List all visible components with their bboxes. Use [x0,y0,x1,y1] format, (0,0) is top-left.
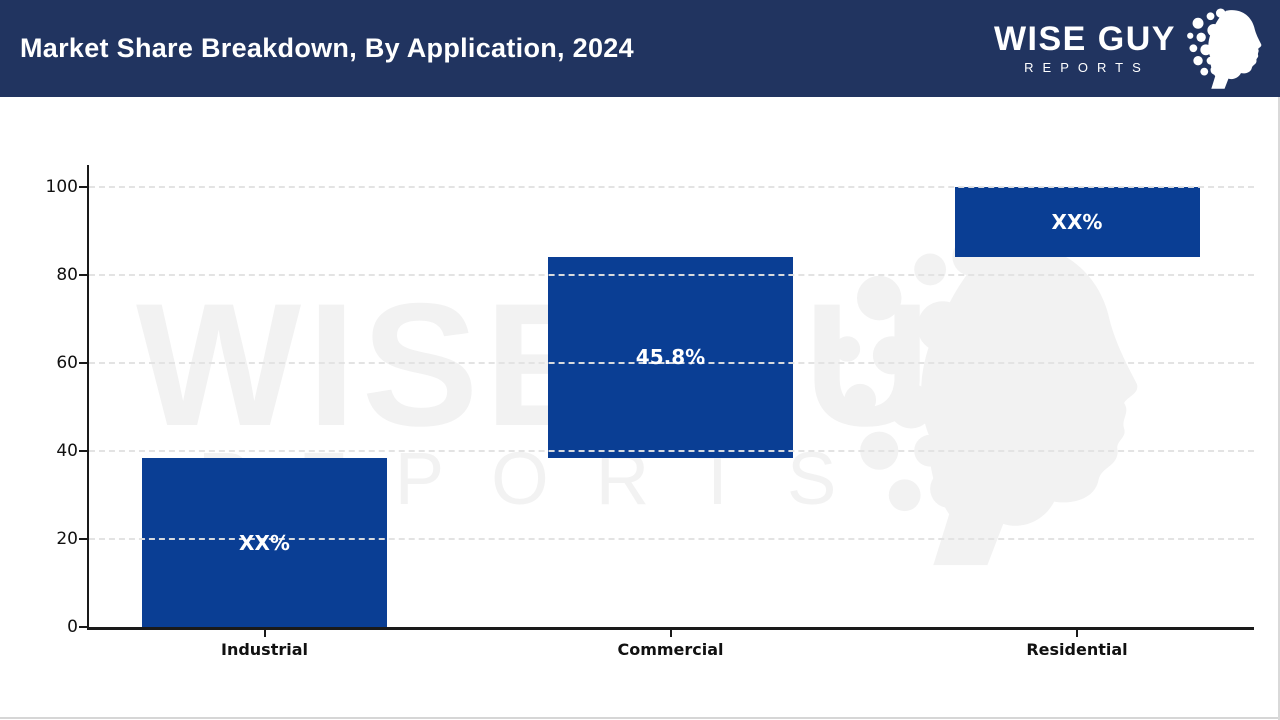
right-edge-rule [1278,97,1280,720]
x-axis-category-label: Residential [1026,640,1128,659]
y-axis-tick-label: 60 [56,353,78,373]
x-axis-tickmark [1076,630,1078,637]
y-axis-tick-label: 80 [56,265,78,285]
bar-value-label: XX% [1051,209,1103,234]
bar-value-label: 45.8% [635,345,706,370]
logo-wordmark: WISE GUY REPORTS [994,22,1176,75]
x-axis-category-label: Commercial [617,640,724,659]
page-title: Market Share Breakdown, By Application, … [20,33,634,63]
y-axis-tickmark [79,538,88,540]
header-banner: Market Share Breakdown, By Application, … [0,0,1280,97]
y-axis-tick-label: 100 [45,177,78,197]
x-axis-tickmark [263,630,266,637]
logo-wise-guy-text: WISE GUY [993,20,1176,58]
gridline-80 [89,274,1254,276]
y-axis-tick-label: 0 [67,617,78,637]
y-axis-line [87,165,89,630]
logo-reports-text: REPORTS [1024,60,1150,75]
x-axis-tickmark [669,630,672,637]
logo-dotted-head-icon [1187,7,1262,89]
y-axis-tickmark [79,362,88,364]
y-axis-tickmark [79,186,88,188]
gridline-60 [89,362,1254,364]
y-axis-tick-label: 20 [56,529,78,549]
bottom-edge-rule [0,717,1280,719]
wise-guy-reports-logo: WISE GUY REPORTS [994,6,1262,92]
gridline-40 [89,450,1254,452]
y-axis-tickmark [79,274,88,276]
x-axis-category-label: Industrial [220,640,308,659]
y-axis-tick-label: 40 [56,441,78,461]
y-axis-tickmark [79,626,88,628]
bar-industrial [142,458,387,627]
y-axis-tickmark [79,450,88,452]
bar-value-label: XX% [239,530,290,555]
bar-commercial [548,256,793,459]
x-axis-line [87,627,1254,630]
gridline-100 [89,186,1254,188]
gridline-20 [89,538,1254,540]
